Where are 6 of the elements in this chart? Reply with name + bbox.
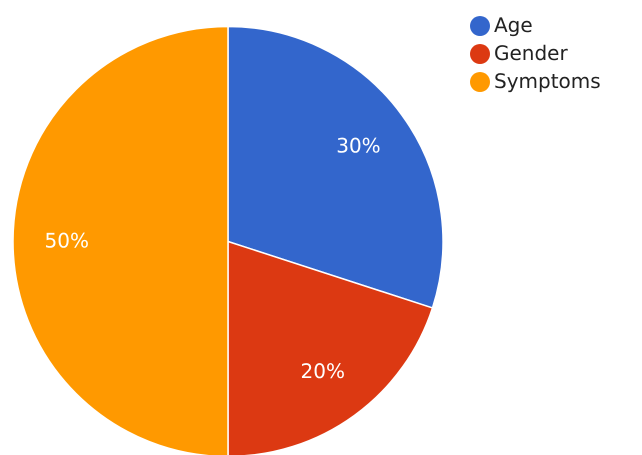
legend-label: Gender	[494, 41, 568, 65]
legend-label: Symptoms	[494, 69, 601, 93]
data-label: 20%	[300, 358, 346, 383]
data-label: 50%	[44, 228, 89, 252]
legend-label: Age	[494, 13, 533, 37]
data-label: 30%	[336, 134, 381, 158]
